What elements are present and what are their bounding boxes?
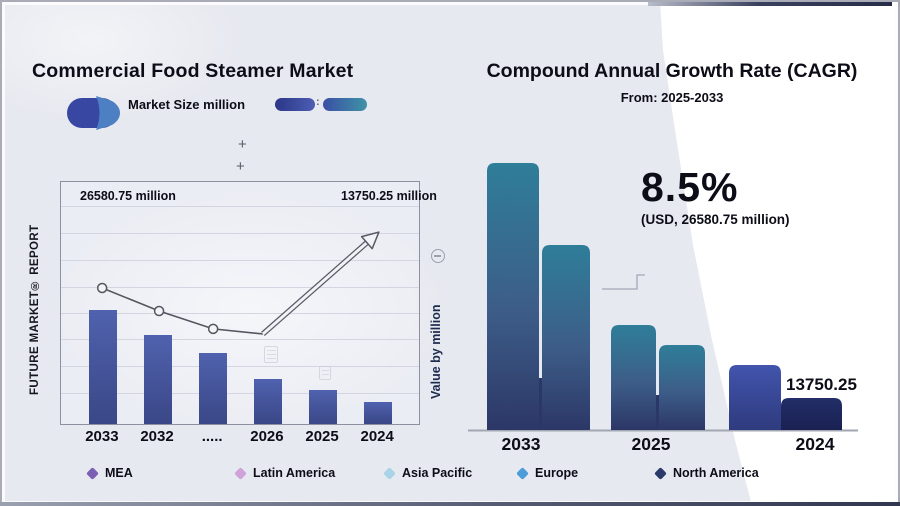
- cagr-bar-2033: [487, 163, 539, 430]
- ghost-note-icon: [319, 366, 331, 380]
- market-size-bar-2025: [309, 390, 338, 424]
- market-size-bar-2024: [364, 402, 393, 424]
- minus-circle-icon: [431, 249, 445, 263]
- top-accent-strip: [648, 2, 892, 6]
- trend-marker: [153, 305, 165, 317]
- year-axis-labels: 2033 2032..... 2026 2025 2024: [60, 428, 418, 448]
- plus-mark-top: +: [238, 136, 247, 153]
- cagr-bar-chart: [468, 163, 858, 432]
- cagr-subtitle: From: 2025-2033: [620, 90, 724, 105]
- cagr-bar-2025: [659, 345, 705, 430]
- gridline: [61, 287, 419, 289]
- legend-item-latin-america: Latin America: [234, 466, 336, 480]
- ratio-pill-right: [323, 98, 367, 111]
- market-title: Commercial Food Steamer Market: [32, 60, 354, 82]
- future-market-report-watermark: FUTURE MARKET® REPORT: [29, 224, 41, 396]
- gridline: [61, 312, 419, 314]
- year-label-2032: 2032: [140, 428, 174, 445]
- legend-diamond-icon: [654, 466, 667, 480]
- legend-diamond-icon: [86, 466, 99, 480]
- cagr-percentage: 8.5%: [641, 164, 739, 210]
- market-size-bar-2033: [88, 310, 117, 424]
- ghost-clipboard-icon: [264, 346, 278, 363]
- market-size-label: Market Size million: [128, 97, 246, 112]
- legend-label: Latin America: [253, 466, 336, 480]
- market-size-bar-2026: [253, 378, 282, 424]
- market-size-bar-2032: [144, 335, 173, 424]
- gridline: [61, 205, 419, 207]
- gridline: [61, 259, 419, 261]
- trend-marker: [96, 282, 108, 294]
- legend-label: MEA: [105, 466, 133, 480]
- trend-marker: [207, 323, 219, 335]
- cagr-bar-2024: [781, 398, 842, 430]
- bar-value-2024: 13750.25: [786, 375, 857, 394]
- gridline: [61, 339, 419, 341]
- gridline: [61, 365, 419, 367]
- year-label-2026: 2026: [250, 428, 284, 445]
- start-value-annotation: 26580.75 million: [80, 189, 176, 203]
- cagr-year-label-2033: 2033: [501, 434, 541, 454]
- cagr-title: Compound Annual Growth Rate (CAGR): [486, 60, 858, 82]
- legend-item-mea: MEA: [86, 466, 133, 480]
- legend-item-asia-pacific: Asia Pacific: [383, 466, 473, 480]
- legend-label: Asia Pacific: [402, 466, 473, 480]
- gridline: [61, 393, 419, 395]
- bar-pair-connector: [656, 395, 659, 430]
- legend-diamond-icon: [383, 466, 396, 480]
- gridline: [61, 233, 419, 235]
- market-size-chart: [60, 181, 420, 425]
- cagr-year-label-2025: 2025: [631, 434, 671, 454]
- year-label-2024: 2024: [360, 428, 394, 445]
- bar-pair-connector: [539, 378, 542, 430]
- cagr-bar-2024: [729, 365, 781, 430]
- cagr-year-label-2024: 2024: [795, 434, 835, 454]
- value-axis-label: Value by million: [429, 304, 443, 400]
- cagr-bar-2025: [611, 325, 656, 430]
- market-size-bar-.....: [199, 352, 228, 424]
- year-label-.....: .....: [201, 428, 223, 445]
- legend-diamond-icon: [516, 466, 529, 480]
- plus-mark-bottom: +: [236, 158, 245, 175]
- year-label-2033: 2033: [85, 428, 119, 445]
- trend-line-and-growth-arrow: [96, 231, 380, 337]
- year-label-2025: 2025: [305, 428, 339, 445]
- legend-label: North America: [673, 466, 759, 480]
- end-value-annotation: 13750.25 million: [341, 189, 437, 203]
- legend-item-europe: Europe: [516, 466, 579, 480]
- step-bracket-decoration: [602, 274, 645, 290]
- legend-item-north-america: North America: [654, 466, 759, 480]
- cagr-bar-2033: [542, 245, 590, 430]
- ratio-pill-left: [275, 98, 315, 111]
- legend-diamond-icon: [234, 466, 247, 480]
- legend-label: Europe: [535, 466, 579, 480]
- market-size-cylinder-icon: [67, 96, 120, 130]
- ratio-separator: :: [316, 96, 320, 108]
- bottom-accent-strip: [0, 502, 900, 506]
- cagr-usd-detail: (USD, 26580.75 million): [641, 212, 790, 227]
